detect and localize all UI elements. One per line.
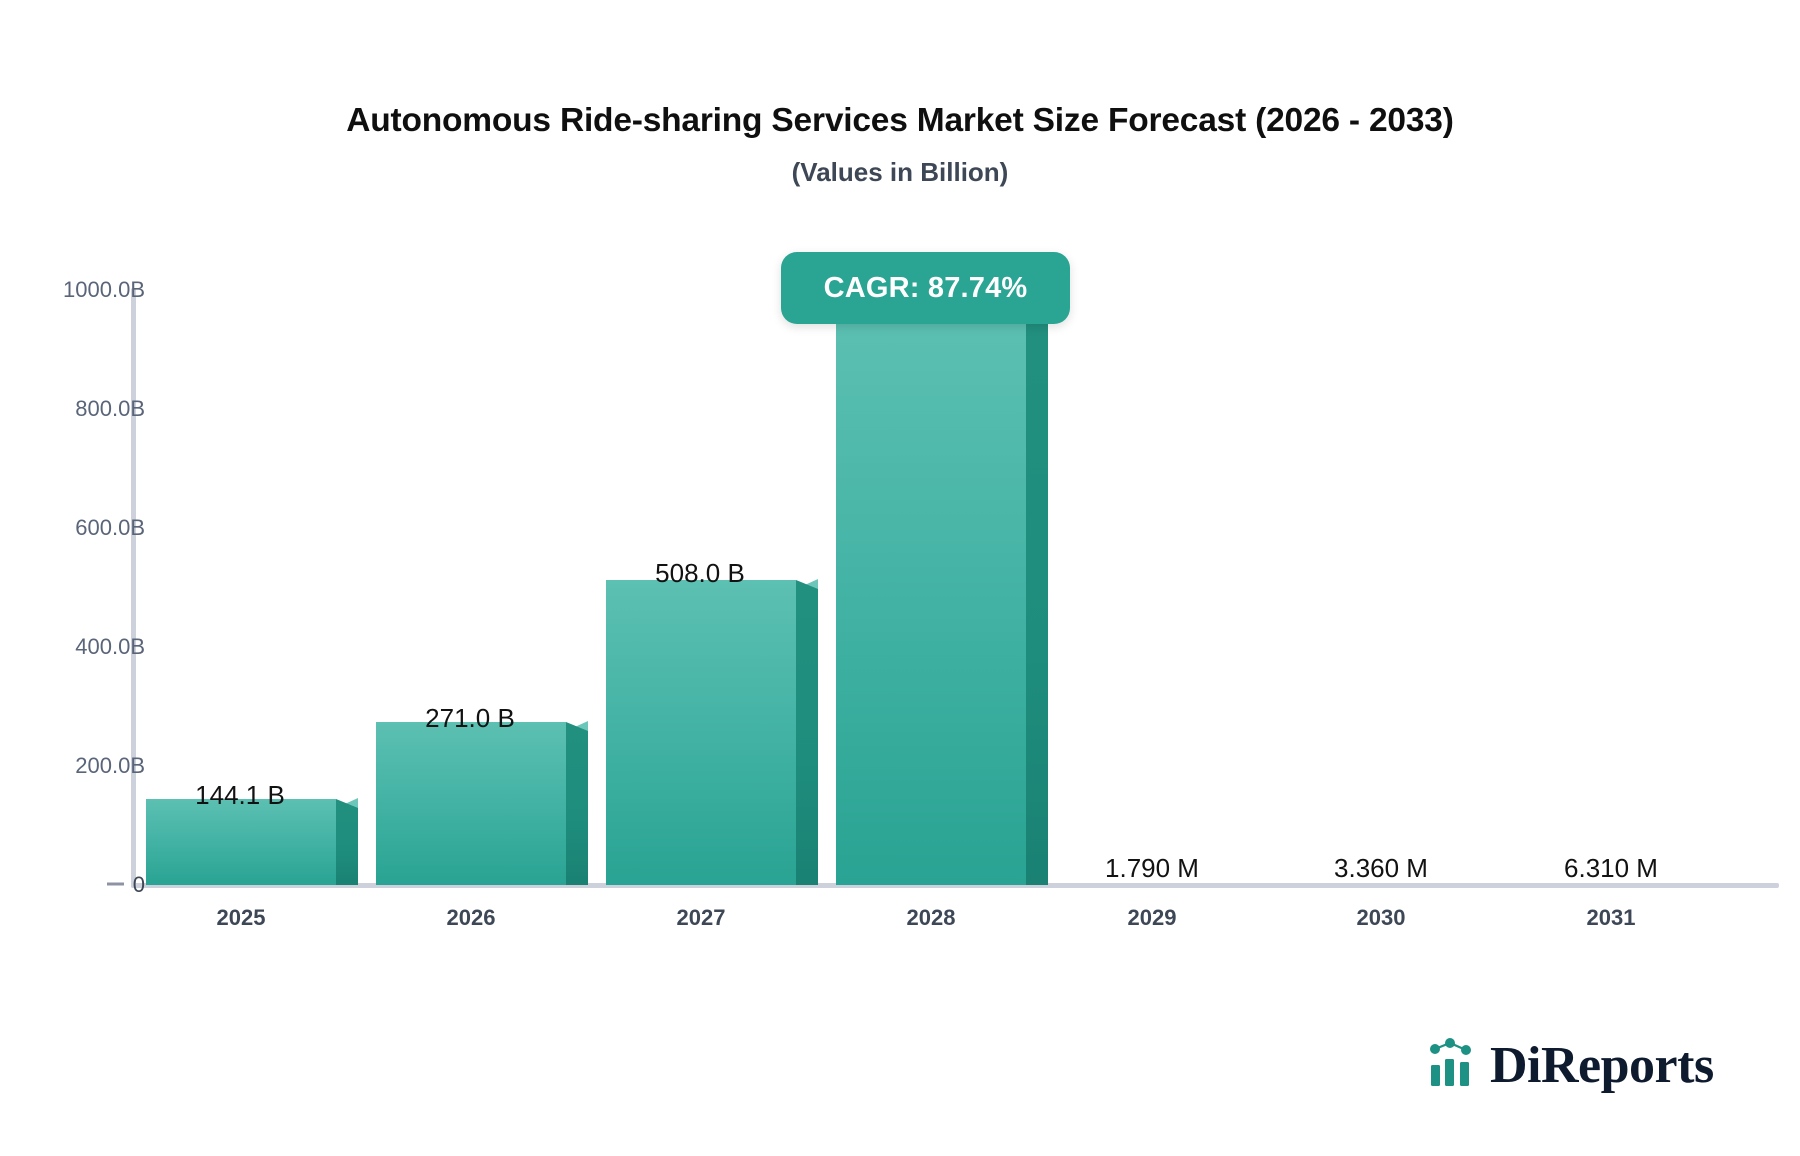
cagr-badge[interactable]: CAGR: 87.74%	[781, 252, 1070, 324]
bar-2027[interactable]	[606, 579, 818, 885]
y-tick-label-600: 600.0B	[75, 515, 145, 540]
bar-value-2031: 6.310 M	[1564, 853, 1658, 883]
x-tick-label-2031: 2031	[1586, 905, 1636, 930]
bar-face	[146, 799, 336, 885]
logo-wordmark: DiReports	[1490, 1036, 1714, 1094]
x-tick-label-2028: 2028	[906, 905, 956, 930]
bar-value-2030: 3.360 M	[1334, 853, 1428, 883]
y-tick-label-1000: 1000.0B	[63, 277, 145, 302]
bar-side-face	[566, 722, 588, 885]
bar-side-face	[796, 580, 818, 885]
bar-2025[interactable]	[146, 798, 358, 885]
bar-top-face	[796, 579, 818, 589]
bar-face	[606, 580, 796, 885]
y-axis-line	[131, 288, 136, 888]
x-tick-label-2027: 2027	[676, 905, 726, 930]
bar-2026[interactable]	[376, 721, 588, 885]
bar-side-face	[336, 799, 358, 885]
x-tick-label-2030: 2030	[1356, 905, 1406, 930]
y-tick-label-200: 200.0B	[75, 753, 145, 778]
bar-value-2025: 144.1 B	[195, 780, 285, 810]
bar-face	[836, 314, 1026, 885]
bar-top-face	[336, 798, 358, 808]
x-tick-label-2026: 2026	[446, 905, 496, 930]
direports-logo: DiReports	[1428, 1037, 1714, 1094]
chart-subtitle: (Values in Billion)	[791, 156, 1009, 187]
cagr-label: CAGR: 87.74%	[823, 271, 1028, 304]
bar-value-2026: 271.0 B	[425, 703, 515, 733]
chart-header: Autonomous Ride-sharing Services Market …	[0, 102, 1800, 188]
y-axis-tick-mark	[107, 882, 124, 886]
y-tick-label-0: 0	[132, 872, 145, 897]
bar-top-face	[566, 721, 588, 731]
bar-face	[376, 722, 566, 885]
bar-value-2029: 1.790 M	[1105, 853, 1199, 883]
chart-title: Autonomous Ride-sharing Services Market …	[346, 102, 1454, 139]
bar-chart-icon	[1428, 1037, 1486, 1094]
y-tick-label-800: 800.0B	[75, 396, 145, 421]
x-tick-label-2029: 2029	[1127, 905, 1177, 930]
bar-value-2027: 508.0 B	[655, 558, 745, 588]
bar-side-face	[1026, 314, 1048, 885]
x-axis-line	[131, 883, 1779, 888]
x-tick-label-2025: 2025	[216, 905, 266, 930]
bar-2028[interactable]	[836, 313, 1048, 885]
y-tick-label-400: 400.0B	[75, 634, 145, 659]
